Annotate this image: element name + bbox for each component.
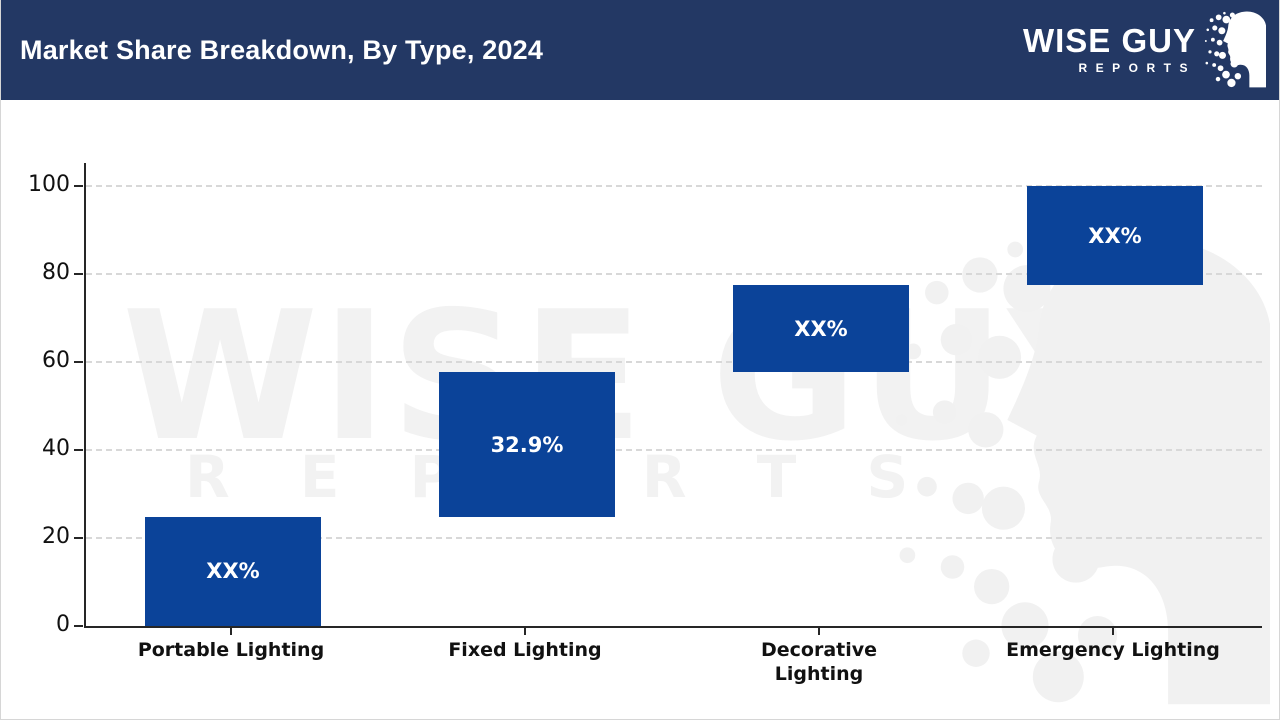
brand-face-icon (1202, 10, 1266, 88)
y-tick-label: 0 (56, 612, 70, 637)
y-tick-mark (74, 449, 83, 451)
x-tick-mark (818, 628, 820, 635)
bar: XX% (733, 285, 909, 373)
x-category-label: Fixed Lighting (448, 639, 602, 661)
brand-tagline: REPORTS (1078, 61, 1196, 75)
bar-value-label: XX% (794, 316, 848, 341)
x-category-label: Decorative Lighting (760, 639, 878, 685)
bar: XX% (145, 516, 321, 626)
y-gridline (86, 449, 1262, 451)
bar-value-label: XX% (1088, 223, 1142, 248)
x-tick-mark (230, 628, 232, 635)
y-gridline (86, 185, 1262, 187)
plot-area: XX% 32.9% XX% XX% (84, 163, 1262, 628)
y-tick-label: 80 (42, 260, 70, 285)
x-category-label: Portable Lighting (137, 639, 325, 661)
y-tick-label: 100 (28, 172, 70, 197)
y-tick-mark (74, 625, 83, 627)
x-tick-mark (524, 628, 526, 635)
y-gridline (86, 361, 1262, 363)
header-bar: Market Share Breakdown, By Type, 2024 WI… (0, 0, 1280, 100)
y-tick-label: 60 (42, 348, 70, 373)
chart-title: Market Share Breakdown, By Type, 2024 (20, 34, 544, 65)
y-gridline (86, 537, 1262, 539)
watermark-text: WISE GUY (122, 273, 1140, 480)
brand-logo-text: WISE GUY REPORTS (1023, 24, 1196, 74)
y-tick-mark (74, 185, 83, 187)
x-category-label: Emergency Lighting (1006, 639, 1220, 661)
bar-value-label: 32.9% (490, 432, 564, 457)
y-tick-mark (74, 361, 83, 363)
y-tick-mark (74, 273, 83, 275)
y-tick-label: 20 (42, 524, 70, 549)
bar: XX% (1027, 186, 1203, 285)
x-tick-mark (1112, 628, 1114, 635)
y-gridline (86, 273, 1262, 275)
bar: 32.9% (439, 372, 615, 517)
bar-value-label: XX% (206, 559, 260, 584)
y-tick-mark (74, 537, 83, 539)
brand-logo: WISE GUY REPORTS (1023, 10, 1266, 88)
y-tick-label: 40 (42, 436, 70, 461)
brand-name: WISE GUY (1022, 22, 1196, 59)
